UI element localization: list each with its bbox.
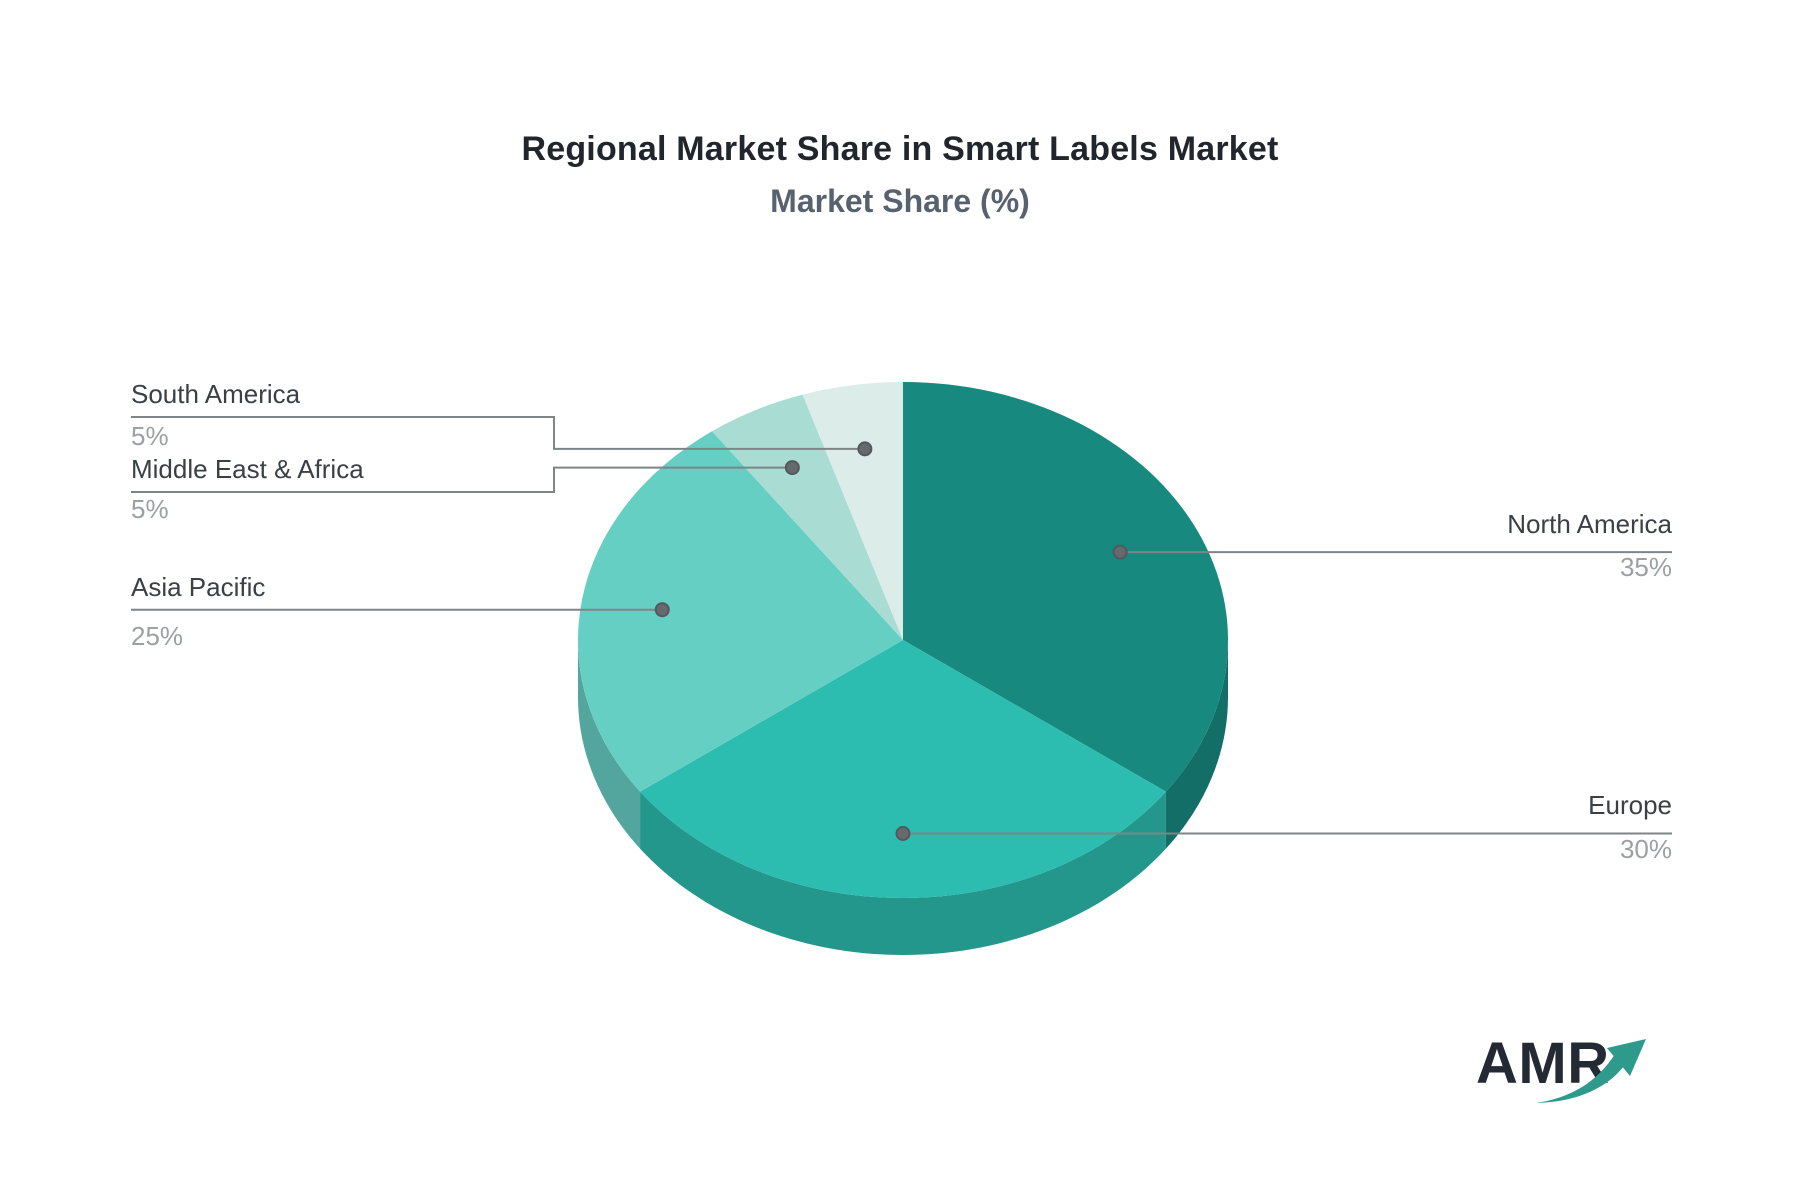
pie-slice-side-north-america: [1165, 640, 1228, 849]
pie-slice-north-america[interactable]: [903, 382, 1228, 792]
slice-pct-south-america: 5%: [131, 421, 169, 451]
slice-label-europe: Europe: [1588, 790, 1672, 820]
slice-label-asia-pacific: Asia Pacific: [131, 572, 266, 602]
slice-pct-north-america: 35%: [1619, 552, 1672, 582]
pie-3d-sides: [578, 640, 1228, 955]
pie-slices: [578, 382, 1228, 898]
pie-slice-middle-east-africa[interactable]: [711, 394, 903, 640]
chart-subtitle: Market Share (%): [770, 183, 1030, 219]
leader-line-south-america: [131, 416, 865, 450]
leader-dots: [654, 441, 1128, 841]
slice-pct-asia-pacific: 25%: [131, 621, 184, 651]
slice-pct-europe: 30%: [1619, 834, 1672, 864]
amr-logo: AMR: [1476, 1030, 1686, 1116]
pie-slice-side-europe: [640, 791, 1166, 955]
pie-slice-side-asia-pacific: [578, 640, 641, 849]
leader-dot-europe: [895, 826, 911, 841]
leader-dot-south-america: [857, 441, 873, 457]
pie-slice-asia-pacific[interactable]: [578, 431, 903, 792]
slice-label-north-america: North America: [1507, 509, 1672, 539]
leader-dot-asia-pacific: [654, 602, 670, 618]
slice-label-south-america: South America: [131, 379, 301, 409]
leader-line-middle-east-africa: [131, 466, 793, 493]
chart-title: Regional Market Share in Smart Labels Ma…: [521, 130, 1279, 168]
leader-dot-middle-east-africa: [784, 460, 800, 476]
pie-slice-south-america[interactable]: [802, 382, 903, 640]
leader-dot-north-america: [1112, 544, 1128, 560]
growth-arrow-icon: [1536, 1039, 1646, 1103]
slice-pct-middle-east-africa: 5%: [131, 494, 169, 524]
leader-lines: [131, 416, 1672, 835]
slice-label-middle-east-africa: Middle East & Africa: [131, 454, 364, 484]
